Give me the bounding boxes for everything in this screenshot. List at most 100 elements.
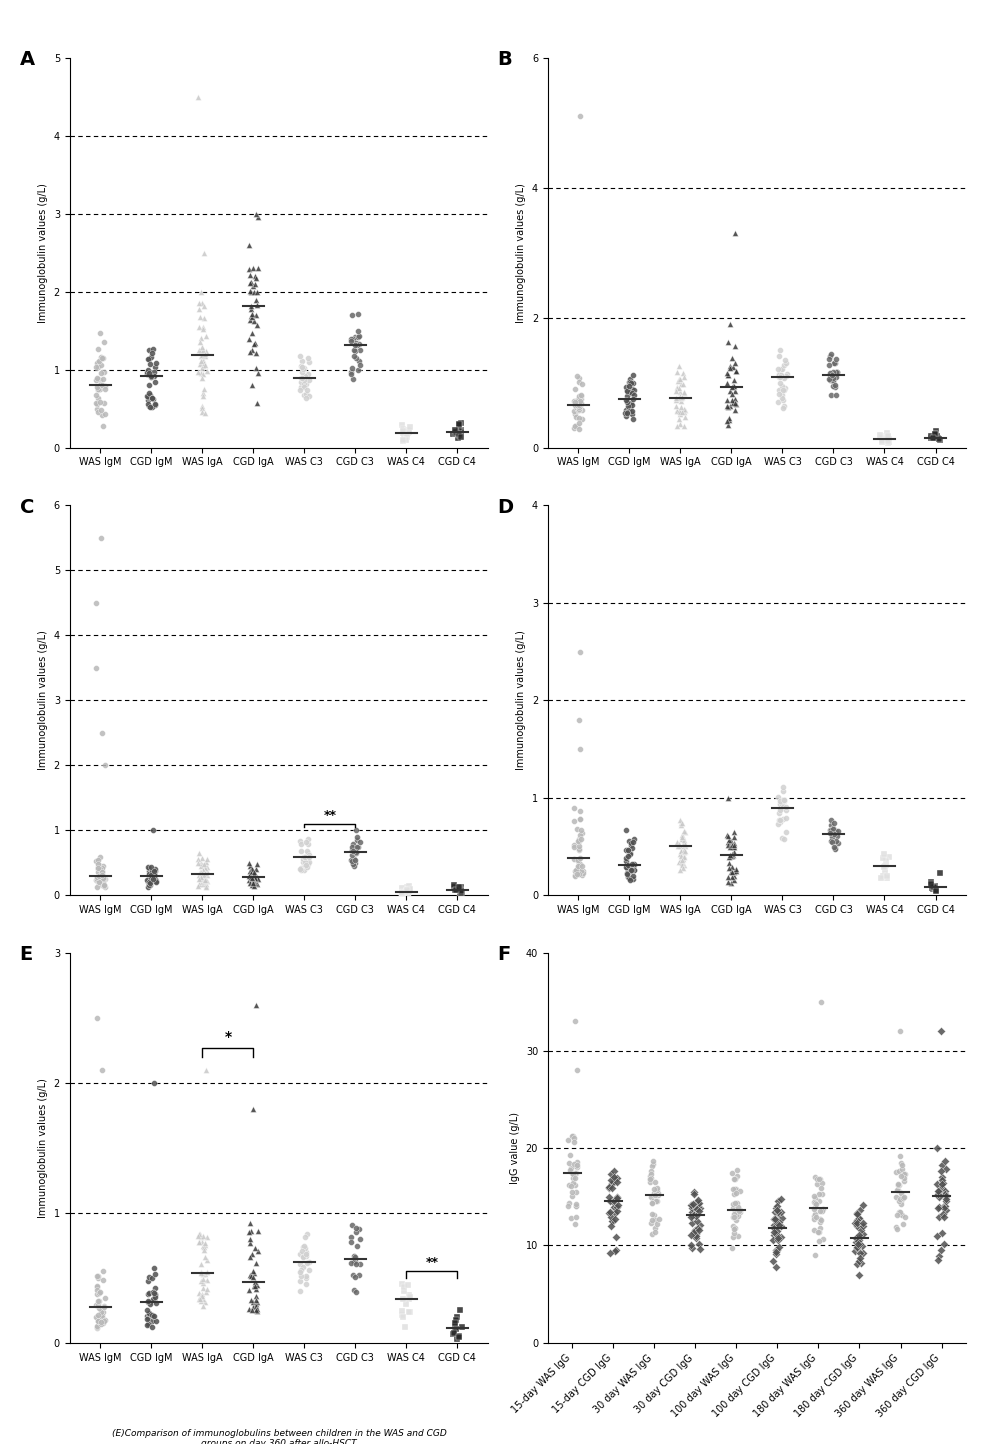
Point [720, 833, 736, 856]
Point [140, 871, 156, 894]
Point [299, 853, 315, 877]
Point [888, 1160, 904, 1183]
Point [675, 400, 691, 423]
Point [823, 344, 839, 367]
Point [691, 1197, 707, 1220]
Point [196, 241, 212, 264]
Point [93, 856, 109, 879]
Point [625, 384, 641, 407]
Point [97, 875, 113, 898]
Point [571, 397, 587, 420]
Point [766, 1207, 782, 1230]
Point [94, 1302, 110, 1326]
Point [830, 832, 846, 855]
Point [777, 348, 793, 371]
Point [301, 851, 317, 874]
Point [623, 833, 639, 856]
Point [301, 845, 317, 868]
Point [450, 417, 466, 440]
Point [608, 1226, 623, 1249]
Point [195, 338, 211, 361]
Point [292, 1269, 308, 1292]
Point [727, 222, 743, 245]
Point [301, 852, 317, 875]
Point [190, 868, 206, 891]
Point [139, 347, 155, 370]
Point [676, 839, 692, 862]
Point [891, 1019, 907, 1043]
Point [191, 864, 207, 887]
Point [689, 1216, 705, 1239]
Point [573, 800, 589, 823]
Point [297, 1235, 313, 1258]
Point [246, 309, 262, 332]
Point [685, 1203, 701, 1226]
Point [728, 360, 744, 383]
Point [193, 851, 209, 874]
Point [140, 1313, 156, 1336]
Point [622, 859, 638, 882]
Point [607, 1167, 622, 1190]
Point [724, 1236, 740, 1259]
Point [726, 820, 742, 843]
Point [569, 1058, 585, 1082]
Point [394, 877, 410, 900]
Point [770, 786, 786, 809]
Point [250, 868, 266, 891]
Point [671, 355, 687, 378]
Point [621, 829, 636, 852]
Point [96, 391, 112, 414]
Point [670, 400, 686, 423]
Point [191, 872, 207, 895]
Point [574, 819, 590, 842]
Point [91, 1289, 107, 1313]
Point [97, 1287, 113, 1310]
Point [769, 1223, 785, 1246]
Point [90, 1310, 106, 1333]
Point [622, 381, 638, 404]
Point [872, 425, 888, 448]
Point [880, 427, 896, 451]
Point [806, 1219, 822, 1242]
Point [811, 1183, 827, 1206]
Point [689, 1191, 705, 1214]
Point [199, 1261, 215, 1284]
Point [852, 1199, 868, 1222]
Point [91, 1294, 107, 1317]
Point [350, 325, 366, 348]
Point [247, 866, 263, 890]
Point [618, 388, 633, 412]
Point [683, 1194, 699, 1217]
Point [297, 853, 313, 877]
Point [724, 861, 740, 884]
Point [293, 1279, 309, 1302]
Point [146, 393, 162, 416]
Point [807, 1196, 823, 1219]
Point [195, 1295, 211, 1318]
Point [936, 1197, 952, 1220]
Point [352, 830, 368, 853]
Point [94, 403, 110, 426]
Point [770, 1194, 786, 1217]
Point [775, 357, 791, 380]
Point [938, 1184, 954, 1207]
Point [195, 384, 211, 407]
Point [880, 430, 896, 453]
Point [676, 829, 692, 852]
Point [567, 865, 583, 888]
Point [775, 780, 791, 803]
Point [192, 855, 208, 878]
Point [607, 1190, 622, 1213]
Point [244, 322, 260, 345]
Point [571, 412, 587, 435]
Point [348, 842, 364, 865]
Point [606, 1196, 622, 1219]
Point [623, 371, 639, 394]
Point [725, 1214, 741, 1238]
Point [401, 879, 417, 902]
Point [396, 1279, 412, 1302]
Point [446, 422, 462, 445]
Point [349, 334, 365, 357]
Point [893, 1190, 909, 1213]
Point [147, 355, 163, 378]
